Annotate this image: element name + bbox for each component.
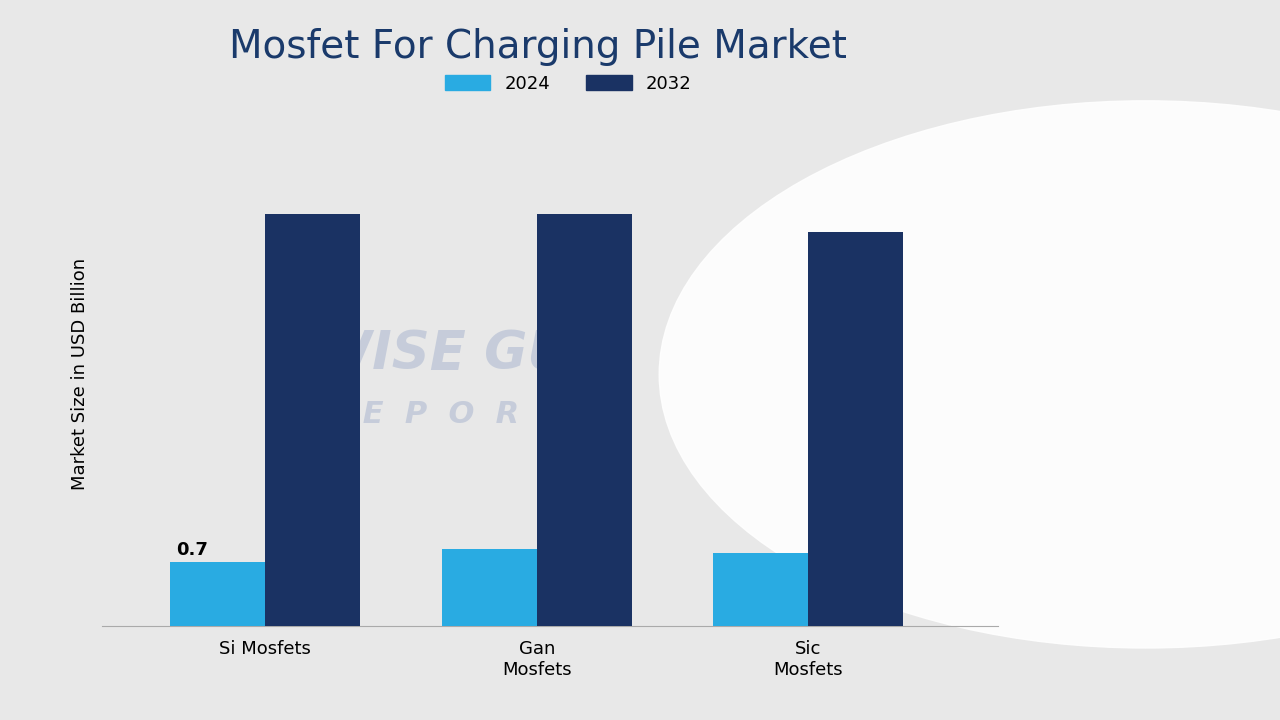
- Bar: [442, 549, 536, 626]
- Text: WISE GUY: WISE GUY: [314, 328, 608, 380]
- Bar: [265, 214, 361, 626]
- Bar: [536, 214, 632, 626]
- Text: R  E  P  O  R  T  S: R E P O R T S: [317, 400, 604, 429]
- Bar: [713, 553, 809, 626]
- Bar: [170, 562, 265, 626]
- Y-axis label: Market Size in USD Billion: Market Size in USD Billion: [70, 258, 88, 490]
- Bar: [809, 233, 904, 626]
- Circle shape: [659, 101, 1280, 648]
- Text: Mosfet For Charging Pile Market: Mosfet For Charging Pile Market: [229, 28, 846, 66]
- Text: 0.7: 0.7: [177, 541, 209, 559]
- Legend: 2024, 2032: 2024, 2032: [436, 66, 700, 102]
